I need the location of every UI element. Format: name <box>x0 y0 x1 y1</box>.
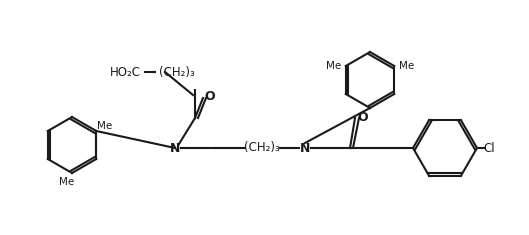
Text: (CH₂)₃: (CH₂)₃ <box>159 66 195 78</box>
Text: (CH₂)₃: (CH₂)₃ <box>244 141 280 154</box>
Text: Me: Me <box>326 61 341 71</box>
Text: Me: Me <box>59 177 75 187</box>
Text: Me: Me <box>399 61 414 71</box>
Text: O: O <box>205 90 215 102</box>
Text: Me: Me <box>97 121 112 131</box>
Text: O: O <box>358 110 368 124</box>
Text: HO₂C: HO₂C <box>110 66 141 78</box>
Text: Cl: Cl <box>483 141 495 154</box>
Text: N: N <box>300 141 310 154</box>
Text: N: N <box>170 141 180 154</box>
